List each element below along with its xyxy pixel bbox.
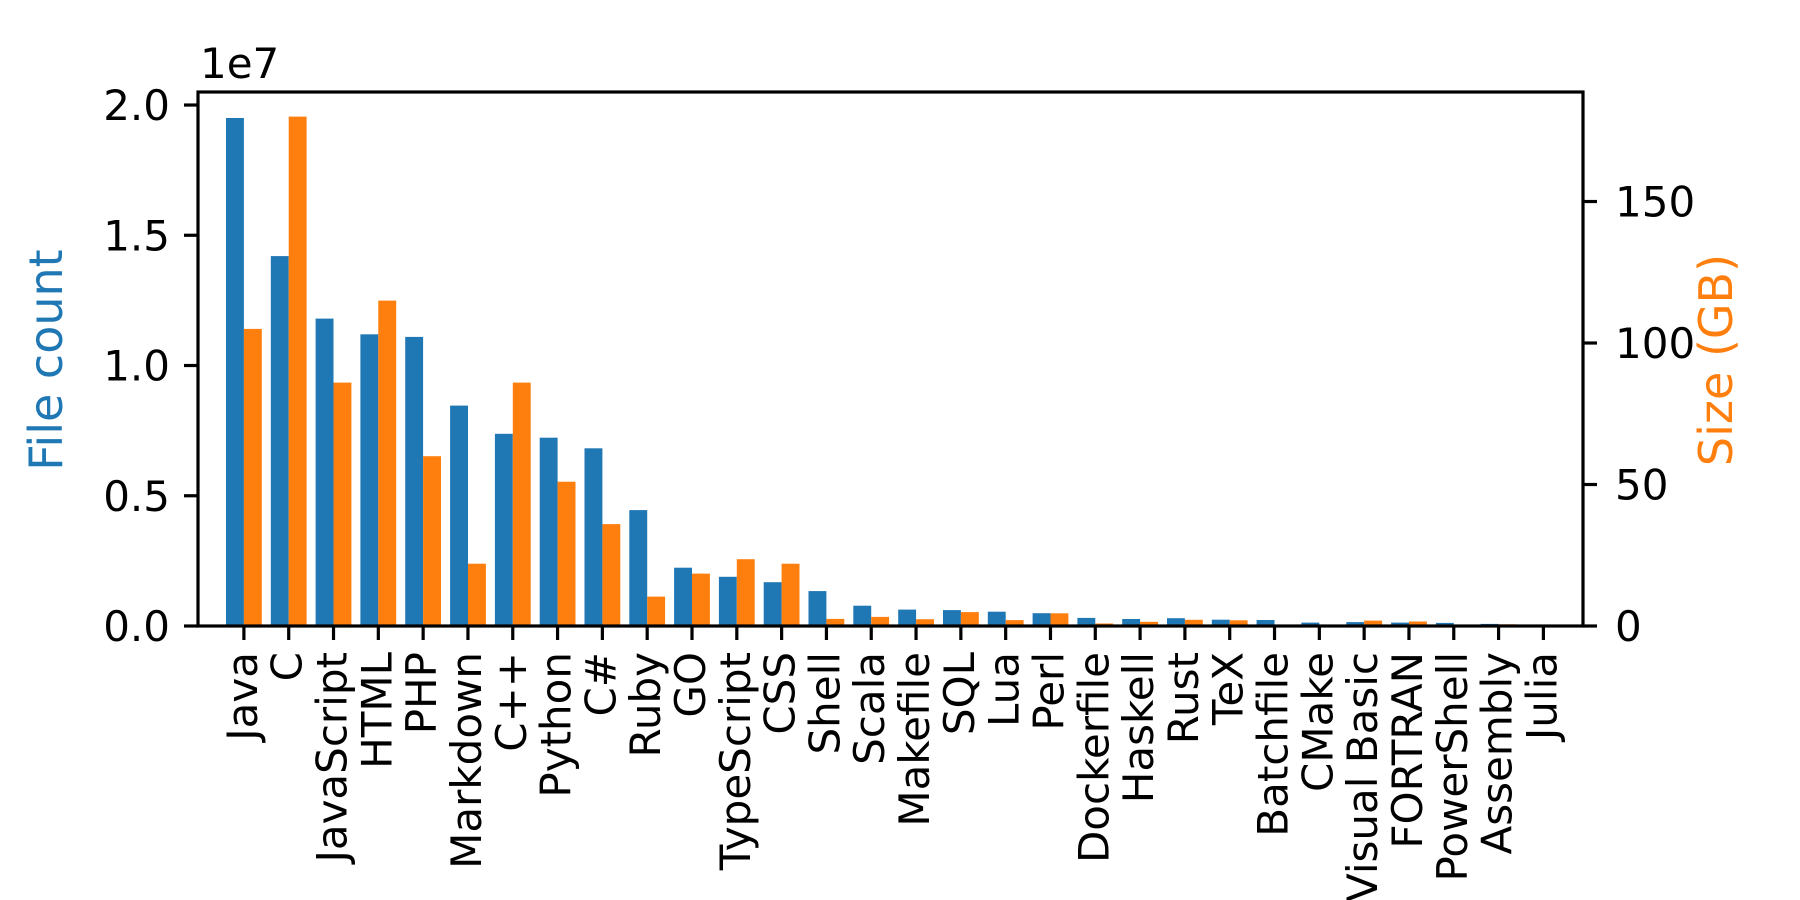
bar-size-gb-visual-basic [1364, 620, 1383, 626]
x-tick-label: Visual Basic [1338, 652, 1387, 900]
y-right-tick-label: 150 [1615, 178, 1695, 227]
bar-size-gb-shell [826, 618, 845, 626]
x-tick-label: Makefile [890, 652, 939, 827]
y-left-tick-label: 0.0 [103, 602, 170, 651]
y-right-tick-label: 0 [1615, 602, 1642, 651]
bar-size-gb-markdown [468, 563, 486, 626]
y-right-tick-label: 50 [1615, 461, 1668, 510]
bar-size-gb-sql [960, 612, 979, 626]
bar-file-count-perl [1032, 613, 1051, 626]
bar-file-count-fortran [1391, 622, 1409, 626]
x-tick-label: Shell [800, 652, 849, 754]
bar-file-count-python [539, 437, 558, 626]
bar-size-gb-haskell [1140, 621, 1158, 626]
bar-size-gb-c [602, 524, 621, 626]
bar-file-count-ruby [629, 510, 648, 626]
bar-file-count-c [584, 448, 603, 626]
x-tick-label: CSS [756, 652, 805, 735]
bar-size-gb-javascript [333, 382, 352, 626]
plot-frame [196, 90, 1585, 628]
bar-file-count-makefile [898, 609, 917, 626]
bar-file-count-c [270, 256, 289, 626]
x-tick-label: HTML [352, 651, 401, 768]
y-left-tick-label: 1.0 [103, 342, 170, 391]
bar-size-gb-go [692, 573, 710, 626]
bar-size-gb-ruby [647, 596, 666, 626]
bar-file-count-visual-basic [1346, 622, 1365, 626]
x-tick-label: C [263, 652, 312, 681]
bar-file-count-go [674, 567, 692, 626]
bar-file-count-haskell [1122, 619, 1141, 626]
bar-file-count-rust [1167, 618, 1185, 626]
bar-file-count-batchfile [1256, 620, 1275, 626]
plot-area: 0.00.51.01.52.0050100150JavaCJavaScriptH… [103, 81, 1695, 900]
x-tick-label: Rust [1159, 652, 1208, 744]
x-tick-label: TypeScript [711, 652, 760, 871]
bar-size-gb-typescript [736, 559, 755, 626]
x-tick-label: Julia [1517, 652, 1566, 743]
x-tick-label: Scala [845, 652, 894, 765]
x-tick-label: TeX [1204, 652, 1253, 726]
bar-file-count-shell [808, 591, 827, 626]
bar-size-gb-scala [871, 616, 890, 626]
bar-file-count-c [494, 433, 513, 626]
x-tick-label: PowerShell [1428, 652, 1477, 881]
bar-file-count-tex [1211, 619, 1230, 626]
bar-size-gb-makefile [916, 619, 934, 626]
bar-size-gb-c [512, 382, 531, 626]
bar-file-count-html [360, 334, 379, 626]
left-axis-offset-label: 1e7 [200, 39, 279, 88]
x-tick-label: Java [218, 652, 267, 744]
x-tick-label: Python [532, 652, 581, 798]
bar-size-gb-css [781, 563, 800, 626]
bar-size-gb-php [423, 456, 441, 626]
bar-file-count-sql [943, 610, 961, 626]
bar-file-count-typescript [718, 576, 737, 626]
bar-file-count-css [763, 582, 782, 626]
bar-file-count-dockerfile [1077, 617, 1096, 626]
x-tick-label: CMake [1293, 652, 1342, 792]
x-tick-label: Markdown [442, 652, 491, 869]
bar-file-count-php [405, 336, 424, 626]
y-left-tick-label: 2.0 [103, 81, 170, 130]
right-axis-title: Size (GB) [1689, 254, 1743, 466]
bar-size-gb-fortran [1409, 621, 1427, 626]
x-tick-label: PHP [397, 652, 446, 734]
x-tick-label: C# [576, 652, 625, 717]
bar-size-gb-rust [1184, 619, 1203, 626]
bar-size-gb-perl [1050, 613, 1069, 626]
x-tick-label: SQL [935, 651, 984, 735]
y-left-tick-label: 1.5 [103, 211, 170, 260]
x-tick-label: Lua [980, 652, 1029, 727]
x-tick-label: Dockerfile [1069, 652, 1118, 863]
bar-size-gb-lua [1005, 620, 1024, 626]
x-tick-label: Assembly [1473, 652, 1522, 854]
bar-size-gb-tex [1229, 620, 1248, 626]
bar-file-count-cmake [1301, 622, 1320, 626]
y-left-tick-label: 0.5 [103, 472, 170, 521]
bar-file-count-markdown [450, 405, 468, 626]
x-tick-label: C++ [487, 652, 536, 752]
bar-file-count-java [226, 118, 244, 626]
bar-file-count-scala [853, 605, 872, 626]
x-tick-label: FORTRAN [1383, 652, 1432, 849]
x-tick-label: Ruby [621, 652, 670, 757]
bar-size-gb-java [243, 328, 262, 626]
bar-size-gb-c [288, 116, 307, 626]
left-axis-title: File count [19, 249, 73, 470]
bar-size-gb-html [378, 300, 397, 626]
x-tick-label: Haskell [1114, 652, 1163, 803]
bar-size-gb-python [557, 481, 576, 626]
bar-file-count-lua [987, 611, 1006, 626]
x-tick-label: Perl [1024, 652, 1073, 731]
y-right-tick-label: 100 [1615, 319, 1695, 368]
x-tick-label: GO [666, 652, 715, 718]
bar-file-count-javascript [315, 318, 334, 626]
x-tick-label: JavaScript [308, 652, 357, 866]
x-tick-label: Batchfile [1249, 652, 1298, 837]
